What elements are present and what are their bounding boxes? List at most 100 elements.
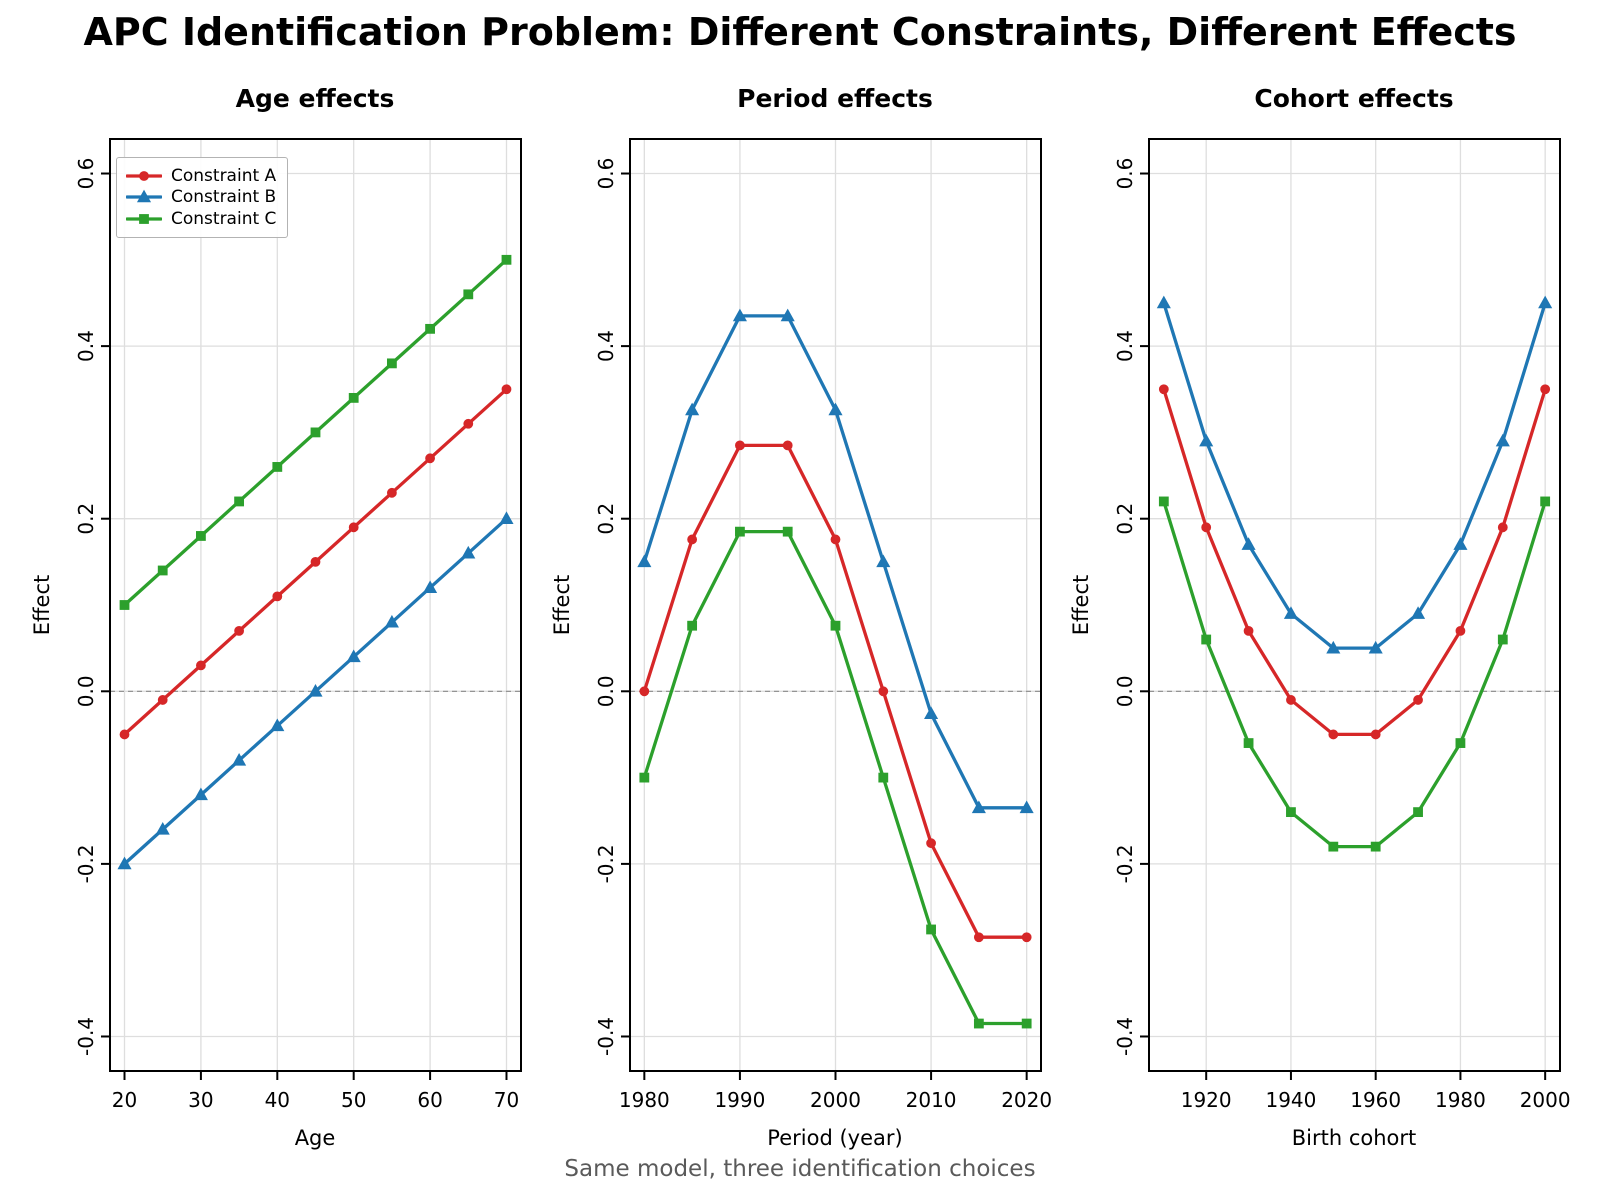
marker-square-constraint-c: [687, 620, 698, 631]
y-axis-label-period: Effect: [550, 574, 574, 636]
marker-triangle-constraint-b: [499, 511, 514, 525]
marker-circle-constraint-a: [1370, 729, 1381, 740]
x-tick-label: 2020: [1001, 1088, 1052, 1112]
x-axis-label-age: Age: [294, 1126, 336, 1150]
marker-square-constraint-c: [386, 358, 397, 369]
marker-triangle-constraint-b: [1283, 606, 1298, 619]
x-tick-label: 30: [188, 1088, 213, 1112]
marker-triangle-constraint-b: [924, 706, 939, 720]
marker-triangle-constraint-b: [423, 580, 438, 594]
y-tick-label: 0.0: [1113, 675, 1137, 707]
y-tick-label: 0.2: [594, 503, 618, 535]
marker-circle-constraint-a: [1286, 695, 1296, 705]
cohort-effects-panel: 1920 1940 1960 1980 2000 0.6 0.4 0.2 0.0 -0.2 -0.4: [1113, 138, 1571, 1112]
marker-triangle-constraint-b: [876, 554, 891, 568]
marker-square-constraint-c: [234, 496, 245, 507]
marker-square-constraint-c: [1455, 738, 1466, 748]
marker-circle-constraint-a: [425, 453, 435, 464]
y-tick-label: 0.2: [1113, 503, 1137, 535]
marker-square-constraint-c: [973, 1018, 984, 1029]
y-tick-label: 0.4: [74, 330, 98, 362]
marker-triangle-constraint-b: [971, 800, 986, 814]
legend-marker-square: [139, 213, 149, 224]
marker-square-constraint-c: [830, 620, 841, 631]
y-tick-label: 0.4: [594, 330, 618, 362]
marker-square-constraint-c: [196, 531, 206, 541]
marker-triangle-constraint-b: [117, 856, 132, 870]
marker-triangle-constraint-b: [1368, 640, 1383, 654]
line-triangle-marker-icon: [126, 189, 162, 203]
x-axis-label-cohort: Birth cohort: [1291, 1126, 1417, 1150]
marker-circle-constraint-a: [926, 838, 936, 849]
marker-square-constraint-c: [926, 924, 936, 935]
marker-triangle-constraint-b: [637, 554, 652, 568]
marker-triangle-constraint-b: [780, 308, 795, 322]
marker-triangle-constraint-b: [1453, 537, 1468, 550]
marker-square-constraint-c: [735, 526, 745, 537]
marker-circle-constraint-a: [639, 686, 650, 697]
y-tick-label: 0.6: [1113, 158, 1137, 190]
marker-square-constraint-c: [1201, 634, 1212, 645]
panel-title-cohort: Cohort effects: [1254, 84, 1454, 113]
x-tick-label: 70: [494, 1088, 519, 1112]
marker-square-constraint-c: [157, 565, 168, 576]
marker-triangle-constraint-b: [308, 683, 323, 697]
y-tick-label: 0.0: [74, 675, 98, 707]
marker-circle-constraint-a: [310, 556, 321, 567]
marker-triangle-constraint-b: [384, 614, 399, 628]
x-axis-label-period: Period (year): [767, 1126, 903, 1150]
legend-item-constraint-b: Constraint B: [126, 187, 276, 209]
series-line-constraint-a: [1162, 387, 1547, 737]
axes-frame: [109, 138, 522, 1072]
marker-triangle-constraint-b: [346, 649, 361, 663]
x-tick-label: 50: [341, 1088, 366, 1112]
marker-triangle-constraint-b: [1326, 640, 1341, 654]
y-tick-label: -0.4: [1113, 1017, 1137, 1056]
marker-square-constraint-c: [310, 427, 321, 438]
marker-triangle-constraint-b: [155, 822, 170, 835]
marker-triangle-constraint-b: [828, 402, 843, 416]
legend-marker-triangle: [136, 189, 152, 203]
line-square-marker-icon: [126, 213, 162, 224]
marker-triangle-constraint-b: [1495, 433, 1510, 447]
marker-square-constraint-c: [1021, 1018, 1032, 1029]
marker-triangle-constraint-b: [1411, 606, 1426, 619]
marker-circle-constraint-a: [386, 487, 397, 498]
marker-circle-constraint-a: [119, 729, 130, 740]
marker-square-constraint-c: [425, 323, 435, 334]
marker-square-constraint-c: [1158, 496, 1169, 507]
marker-triangle-constraint-b: [1538, 295, 1553, 309]
marker-square-constraint-c: [1370, 841, 1381, 852]
marker-circle-constraint-a: [348, 522, 359, 533]
legend-item-constraint-a: Constraint A: [126, 165, 276, 187]
legend-item-constraint-c: Constraint C: [126, 208, 276, 230]
period-effects-panel: 1980 1990 2000 2010 2020 0.6 0.4 0.2 0.0 -0.2 -0.4: [594, 138, 1052, 1112]
marker-triangle-constraint-b: [193, 787, 208, 801]
panel-title-age: Age effects: [235, 84, 395, 113]
y-tick-label: 0.6: [74, 158, 98, 190]
marker-circle-constraint-a: [1455, 625, 1466, 636]
series-line-constraint-c: [1162, 499, 1547, 849]
marker-circle-constraint-a: [1497, 522, 1508, 533]
marker-circle-constraint-a: [1540, 384, 1551, 395]
x-tick-label: 1980: [1435, 1088, 1486, 1112]
marker-triangle-constraint-b: [1019, 800, 1034, 814]
marker-square-constraint-c: [1243, 738, 1254, 748]
marker-circle-constraint-a: [1201, 522, 1212, 533]
marker-square-constraint-c: [1413, 807, 1423, 818]
marker-circle-constraint-a: [234, 625, 245, 636]
marker-triangle-constraint-b: [1156, 295, 1171, 309]
figure-caption: Same model, three identification choices: [564, 1156, 1036, 1182]
marker-square-constraint-c: [782, 526, 793, 537]
marker-circle-constraint-a: [463, 418, 474, 429]
x-tick-label: 20: [112, 1088, 137, 1112]
marker-circle-constraint-a: [1158, 384, 1169, 395]
y-tick-label: -0.4: [74, 1017, 98, 1056]
y-tick-label: -0.2: [74, 844, 98, 883]
y-axis-label-age: Effect: [30, 574, 54, 636]
marker-square-constraint-c: [1497, 634, 1508, 645]
y-tick-label: 0.4: [1113, 330, 1137, 362]
marker-circle-constraint-a: [196, 660, 206, 671]
